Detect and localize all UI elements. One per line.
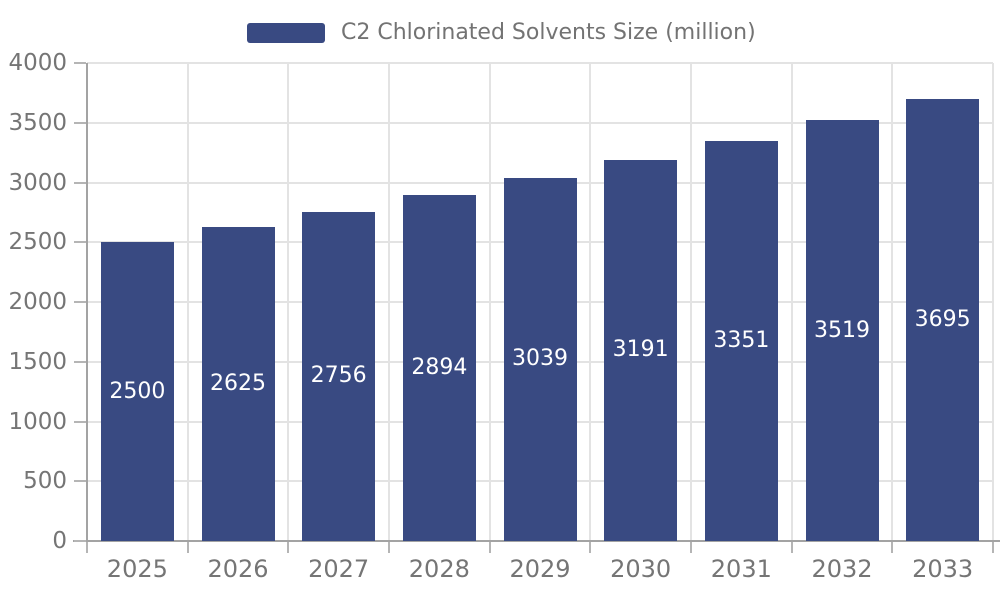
y-axis-tick [74, 480, 86, 483]
legend-item[interactable]: C2 Chlorinated Solvents Size (million) [247, 21, 756, 45]
x-axis-tick [891, 542, 894, 553]
legend-label: C2 Chlorinated Solvents Size (million) [341, 20, 756, 45]
y-axis-label: 3500 [8, 109, 67, 136]
v-gridline [790, 63, 793, 541]
bar-value-label: 3191 [612, 337, 669, 363]
x-axis-tick [992, 542, 994, 553]
y-axis-label: 2500 [8, 229, 67, 256]
y-axis-label: 1000 [8, 408, 67, 435]
bar-value-label: 2500 [109, 378, 166, 404]
bar[interactable]: 3191 [604, 159, 678, 541]
bar-value-label: 3039 [512, 346, 568, 372]
y-axis-label: 4000 [8, 50, 67, 76]
y-axis-label: 500 [23, 468, 67, 495]
bar[interactable]: 3695 [906, 99, 980, 541]
v-gridline [589, 63, 592, 541]
x-axis-tick [287, 542, 290, 553]
v-gridline [992, 63, 994, 541]
x-axis-tick [388, 542, 390, 553]
x-axis-tick [86, 542, 88, 553]
bar-value-label: 2756 [310, 363, 367, 389]
y-axis-label: 0 [52, 528, 67, 554]
y-axis-tick [74, 121, 86, 124]
v-gridline [690, 63, 692, 541]
bar-value-label: 3695 [914, 307, 971, 333]
x-axis-label: 2026 [207, 555, 269, 583]
bar[interactable]: 2894 [402, 195, 476, 541]
bar-value-label: 3351 [713, 327, 770, 353]
x-axis-tick [589, 542, 592, 553]
y-axis-label: 1500 [8, 348, 67, 375]
x-axis-label: 2029 [509, 555, 571, 583]
plot-area: 0 500 1000 1500 2000 2500 3000 3500 4000 2025 2026… [8, 51, 1000, 582]
v-gridline [488, 63, 491, 541]
bar[interactable]: 2500 [100, 242, 174, 541]
bar-value-label: 2625 [210, 371, 266, 397]
h-gridline [87, 62, 993, 64]
x-axis-label: 2027 [308, 555, 370, 583]
x-axis-label: 2033 [912, 555, 974, 583]
x-axis-tick [488, 542, 491, 553]
x-axis-tick [690, 542, 692, 553]
y-axis-tick [74, 420, 86, 423]
x-axis-label: 2025 [106, 555, 168, 583]
v-gridline [388, 63, 390, 541]
y-axis-tick [74, 540, 86, 542]
v-gridline [891, 63, 894, 541]
v-gridline [186, 63, 189, 541]
y-axis-tick [74, 62, 86, 64]
x-axis-label: 2032 [811, 555, 873, 583]
bar[interactable]: 2756 [302, 211, 376, 541]
bar-value-label: 3519 [814, 317, 870, 343]
y-axis-label: 2000 [8, 289, 67, 315]
y-axis-tick [74, 241, 86, 244]
x-axis-label: 2031 [710, 555, 772, 583]
legend-swatch [247, 23, 325, 43]
y-axis-tick [74, 301, 86, 303]
y-axis-tick [74, 360, 86, 363]
x-axis-label: 2030 [610, 555, 672, 583]
bar[interactable]: 2625 [201, 227, 275, 541]
bar-value-label: 2894 [411, 355, 468, 381]
x-axis-tick [790, 542, 793, 553]
bar[interactable]: 3351 [704, 140, 778, 541]
h-gridline [87, 121, 993, 124]
bar[interactable]: 3039 [503, 177, 577, 541]
bar[interactable]: 3519 [805, 120, 879, 541]
y-axis [86, 63, 88, 541]
x-axis-tick [186, 542, 189, 553]
y-axis-tick [74, 181, 86, 184]
x-axis-label: 2028 [408, 555, 470, 583]
x-axis [73, 540, 1000, 542]
v-gridline [287, 63, 290, 541]
y-axis-label: 3000 [8, 169, 67, 196]
